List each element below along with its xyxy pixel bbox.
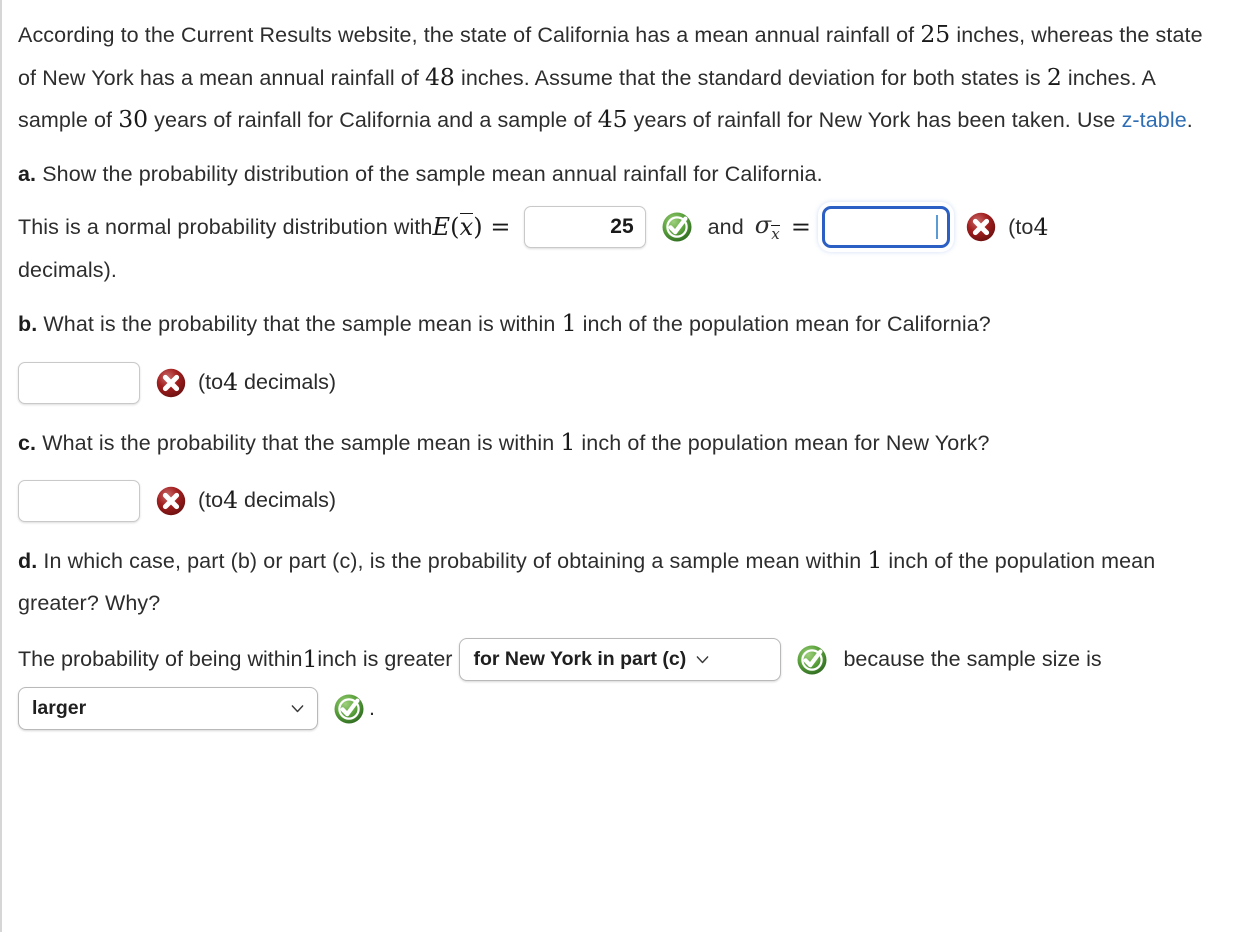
sigma-symbol: σ bbox=[754, 211, 772, 239]
equals-sign-sigma: = bbox=[790, 212, 812, 241]
intro-text-2: inches, whereas the state of New York ha… bbox=[18, 23, 1203, 90]
intro-text-1: According to the Current Results website… bbox=[18, 23, 921, 47]
part-c-answer-line: (to 4 decimals) bbox=[18, 480, 1226, 522]
part-d-within-value: 1 bbox=[867, 546, 883, 574]
intro-text-7: . bbox=[1186, 108, 1193, 132]
part-d-question: d. In which case, part (b) or part (c), … bbox=[18, 540, 1223, 624]
part-b-question-text-2: inch of the population mean for Californ… bbox=[576, 312, 991, 336]
select-greater-case-value: for New York in part (c) bbox=[473, 647, 687, 670]
check-circle-icon bbox=[657, 207, 697, 247]
z-table-link[interactable]: z-table bbox=[1121, 108, 1187, 132]
part-c-within-value: 1 bbox=[560, 427, 576, 456]
part-c-hint-pre: (to bbox=[198, 488, 224, 513]
part-b-decimals-count: 4 bbox=[223, 367, 239, 396]
x-bar-symbol: x bbox=[459, 212, 474, 241]
expectation-symbol: E bbox=[432, 212, 451, 241]
intro-text-6: years of rainfall for New York has been … bbox=[627, 108, 1122, 132]
part-d-question-text-2: inch of the population mean greater? Why… bbox=[18, 549, 1156, 615]
check-circle-icon bbox=[329, 689, 369, 729]
part-c-hint-post: decimals) bbox=[244, 488, 337, 513]
part-a-conjunction: and bbox=[707, 214, 744, 239]
problem-statement: According to the Current Results website… bbox=[18, 14, 1208, 142]
part-c-probability-input[interactable] bbox=[18, 480, 140, 522]
intro-value-newyork-n: 45 bbox=[597, 105, 628, 133]
chevron-down-icon bbox=[696, 656, 709, 664]
part-c-question: c. What is the probability that the samp… bbox=[18, 422, 1223, 465]
part-d-label: d. bbox=[18, 549, 38, 573]
part-c-question-text-2: inch of the population mean for New York… bbox=[575, 430, 990, 455]
intro-value-std-dev: 2 bbox=[1046, 62, 1062, 91]
x-circle-icon bbox=[961, 207, 1001, 247]
part-a-label: a. bbox=[18, 161, 37, 186]
part-a-answer-prefix: This is a normal probability distributio… bbox=[18, 214, 433, 239]
part-d-question-text-1: In which case, part (b) or part (c), is … bbox=[43, 549, 868, 573]
part-a-question: a. Show the probability distribution of … bbox=[18, 154, 1223, 196]
select-greater-case[interactable]: for New York in part (c) bbox=[459, 638, 782, 681]
part-d-answer-text-3: because the sample size is bbox=[843, 646, 1102, 671]
standard-deviation-input[interactable] bbox=[822, 206, 951, 249]
part-d-answer-within-value: 1 bbox=[302, 644, 318, 673]
intro-text-5: years of rainfall for California and a s… bbox=[148, 108, 598, 132]
part-b-hint-pre: (to bbox=[198, 369, 224, 394]
check-circle-icon bbox=[792, 640, 832, 680]
part-b-probability-input[interactable] bbox=[18, 361, 140, 404]
part-b-question: b. What is the probability that the samp… bbox=[18, 303, 1223, 346]
part-b-hint-post: decimals) bbox=[244, 369, 337, 394]
part-d-answer-line-1: The probability of being within 1 inch i… bbox=[18, 638, 1226, 681]
sigma-xbar-notation: σx bbox=[755, 205, 780, 250]
text-cursor bbox=[935, 215, 939, 240]
sd-input-wrapper bbox=[822, 206, 951, 249]
part-a-question-text: Show the probability distribution of the… bbox=[42, 161, 823, 186]
part-d-answer-text-2: inch is greater bbox=[317, 646, 453, 671]
part-a-suffix-line: decimals). bbox=[18, 250, 1226, 292]
part-a-decimals-count: 4 bbox=[1033, 212, 1049, 241]
part-c-question-text-1: What is the probability that the sample … bbox=[42, 430, 561, 455]
part-b-label: b. bbox=[18, 312, 38, 336]
part-c-label: c. bbox=[18, 430, 37, 455]
part-a-suffix-pre: (to bbox=[1008, 214, 1034, 239]
sigma-subscript-xbar: x bbox=[771, 225, 780, 243]
part-d-answer-line-2: larger . bbox=[18, 687, 1226, 730]
expectation-notation: E(x) = bbox=[432, 212, 511, 241]
select-sample-size-value: larger bbox=[32, 696, 87, 719]
x-circle-icon bbox=[151, 363, 191, 403]
part-d-answer-text-4: . bbox=[369, 695, 375, 720]
part-a-suffix-post: decimals). bbox=[18, 257, 117, 282]
intro-value-newyork-mean: 48 bbox=[424, 62, 455, 91]
part-d-answer-text-1: The probability of being within bbox=[18, 646, 303, 671]
select-sample-size[interactable]: larger bbox=[18, 687, 318, 730]
part-b-within-value: 1 bbox=[561, 309, 577, 337]
part-b-answer-line: (to 4 decimals) bbox=[18, 361, 1226, 404]
part-a-answer-line: This is a normal probability distributio… bbox=[18, 205, 1226, 250]
intro-text-3: inches. Assume that the standard deviati… bbox=[454, 65, 1047, 90]
chevron-down-icon bbox=[291, 705, 304, 713]
part-b-question-text-1: What is the probability that the sample … bbox=[43, 312, 562, 336]
intro-value-california-mean: 25 bbox=[920, 20, 951, 48]
intro-text-4: inches. A sample of bbox=[18, 65, 1155, 133]
expected-value-input[interactable] bbox=[523, 206, 646, 249]
equals-sign-a: = bbox=[490, 212, 511, 241]
x-circle-icon bbox=[151, 481, 191, 521]
intro-value-california-n: 30 bbox=[118, 105, 149, 133]
part-c-decimals-count: 4 bbox=[223, 486, 239, 515]
